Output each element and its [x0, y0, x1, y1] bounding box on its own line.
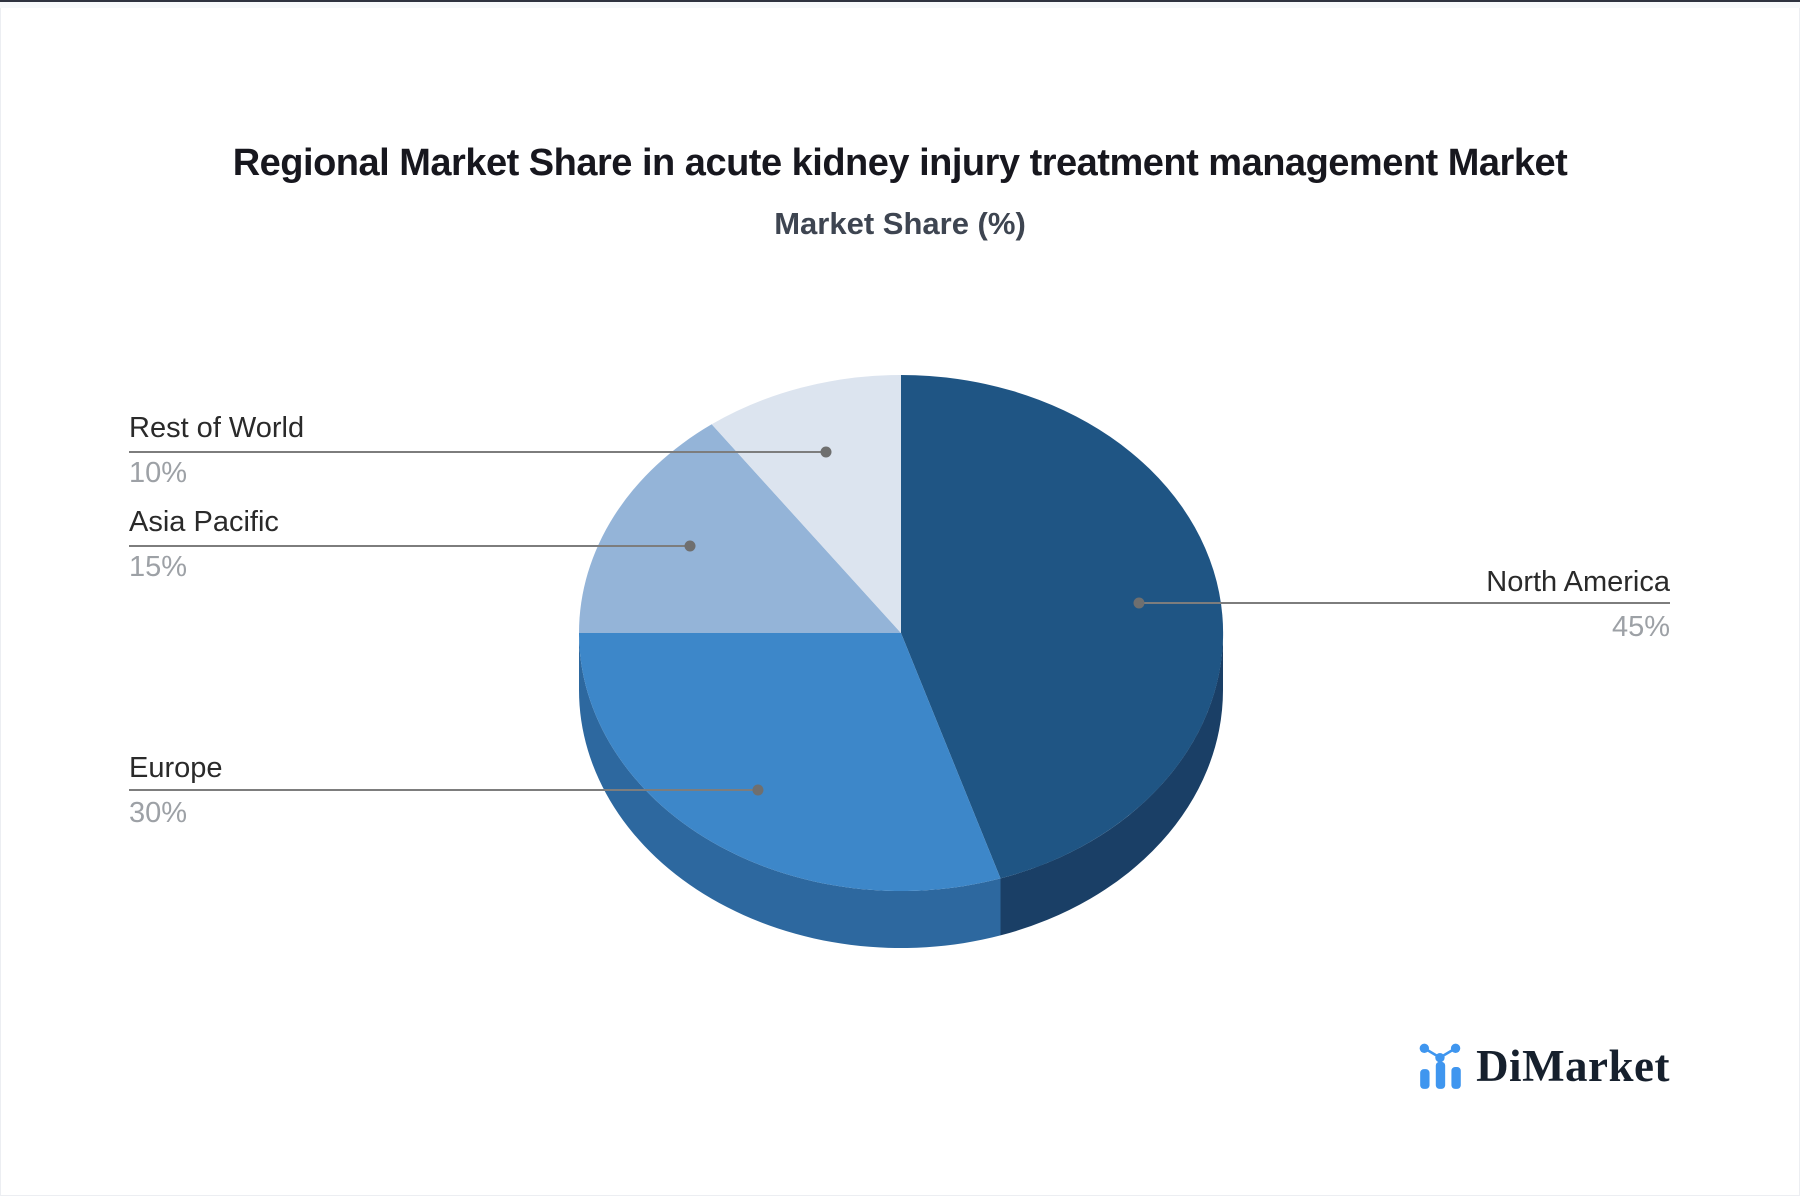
bar-chart-logo-icon [1419, 1043, 1461, 1089]
top-edge-light-strip [0, 2, 1800, 8]
pie-slice-north-america [901, 375, 1224, 879]
callout-dot-rest-of-world [820, 446, 832, 458]
pie-rim-north-america [1000, 633, 1223, 936]
slice-value-rest-of-world: 10% [129, 457, 188, 489]
slice-name-rest-of-world: Rest of World [129, 412, 305, 444]
callout-dot-europe [752, 784, 764, 796]
top-edge-dark-strip [0, 0, 1800, 2]
label-asia-pacific: Asia Pacific 15% [129, 505, 279, 584]
callout-dot-north-america [1133, 597, 1145, 609]
pie-rim-europe [578, 633, 1001, 949]
pie-slice-asia-pacific [579, 424, 901, 633]
pie-slice-europe [578, 633, 1001, 892]
slice-name-north-america: North America [1486, 566, 1670, 598]
logo-wordmark: DiMarket [1476, 1041, 1670, 1091]
callout-dot-asia-pacific [684, 540, 696, 552]
chart-title: Regional Market Share in acute kidney in… [232, 142, 1568, 184]
dimarket-logo: DiMarket [1418, 1040, 1670, 1092]
chart-subtitle: Market Share (%) [774, 206, 1026, 241]
label-rest-of-world: Rest of World 10% [129, 411, 304, 490]
label-europe: Europe 30% [129, 751, 223, 830]
slice-name-europe: Europe [129, 752, 223, 784]
slice-value-asia-pacific: 15% [129, 551, 188, 583]
slice-value-north-america: 45% [1611, 611, 1670, 643]
slice-name-asia-pacific: Asia Pacific [129, 506, 279, 538]
slice-value-europe: 30% [129, 797, 188, 829]
label-north-america: North America 45% [1486, 565, 1670, 644]
pie-slice-rest-of-world [711, 375, 901, 633]
